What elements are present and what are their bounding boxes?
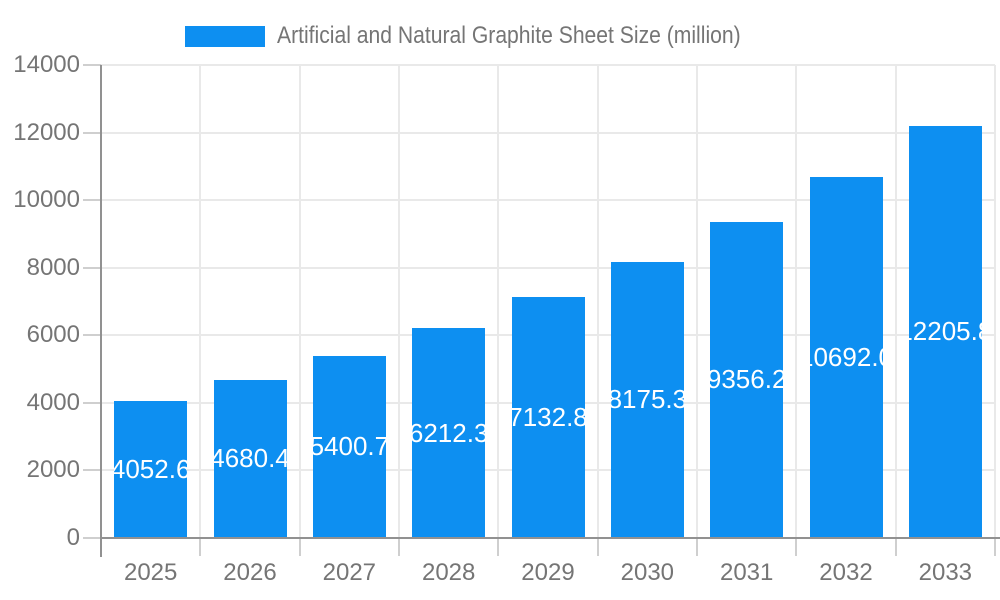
x-axis-label: 2026 bbox=[223, 559, 277, 586]
x-tick bbox=[795, 538, 798, 556]
bar-value-label: 5400.7 bbox=[312, 431, 386, 462]
v-gridline bbox=[994, 65, 996, 538]
x-tick bbox=[596, 538, 599, 556]
y-tick bbox=[83, 266, 101, 269]
bar-value-label: 7132.8 bbox=[511, 401, 585, 432]
y-axis-label: 8000 bbox=[26, 253, 80, 281]
x-axis-label: 2030 bbox=[620, 559, 675, 586]
y-axis-label: 0 bbox=[66, 524, 80, 551]
v-gridline bbox=[398, 65, 400, 538]
y-axis-label: 2000 bbox=[26, 456, 80, 484]
x-tick bbox=[994, 538, 996, 556]
bar: 7132.8 bbox=[511, 297, 585, 538]
y-tick bbox=[83, 334, 101, 337]
bar-value-label: 6212.3 bbox=[412, 417, 486, 448]
x-axis-label: 2025 bbox=[123, 559, 178, 586]
x-tick bbox=[298, 538, 301, 556]
y-tick bbox=[83, 199, 101, 202]
y-tick bbox=[83, 401, 101, 404]
bar: 12205.8 bbox=[908, 125, 982, 538]
bar: 8175.3 bbox=[610, 261, 684, 538]
v-gridline bbox=[795, 65, 798, 538]
h-gridline bbox=[101, 64, 995, 66]
x-axis-label: 2031 bbox=[719, 559, 774, 586]
h-gridline bbox=[101, 131, 995, 134]
x-tick bbox=[497, 538, 500, 556]
bar: 4052.6 bbox=[114, 401, 188, 538]
x-axis-label: 2032 bbox=[819, 559, 873, 586]
x-tick bbox=[398, 538, 400, 556]
x-tick bbox=[199, 538, 202, 556]
bar: 4680.4 bbox=[213, 379, 287, 538]
h-gridline bbox=[101, 199, 995, 202]
v-gridline bbox=[696, 65, 698, 538]
h-gridline bbox=[101, 266, 995, 269]
v-gridline bbox=[298, 65, 301, 538]
y-axis-label: 12000 bbox=[13, 118, 80, 146]
y-axis-line bbox=[100, 65, 102, 557]
bar-value-label: 12205.8 bbox=[909, 316, 982, 347]
bar-value-label: 4680.4 bbox=[213, 443, 287, 474]
bar-value-label: 8175.3 bbox=[610, 384, 684, 415]
x-axis-line bbox=[101, 537, 1000, 539]
v-gridline bbox=[596, 65, 599, 538]
y-tick bbox=[83, 64, 101, 66]
x-axis-label: 2033 bbox=[918, 559, 973, 586]
legend-label: Artificial and Natural Graphite Sheet Si… bbox=[277, 22, 741, 49]
bar: 5400.7 bbox=[312, 355, 386, 538]
bar: 6212.3 bbox=[412, 328, 486, 538]
x-axis-label: 2027 bbox=[322, 559, 377, 586]
bar-value-label: 4052.6 bbox=[114, 454, 188, 485]
x-axis-label: 2029 bbox=[521, 559, 575, 586]
legend-swatch bbox=[185, 25, 265, 47]
x-tick bbox=[894, 538, 897, 556]
y-axis-label: 10000 bbox=[13, 186, 80, 214]
y-tick bbox=[83, 131, 101, 134]
chart-legend: Artificial and Natural Graphite Sheet Si… bbox=[185, 22, 804, 50]
y-axis-label: 4000 bbox=[26, 388, 80, 416]
x-tick bbox=[696, 538, 698, 556]
y-tick bbox=[83, 469, 101, 472]
y-axis-label: 6000 bbox=[26, 321, 80, 349]
x-axis-label: 2028 bbox=[421, 559, 476, 586]
v-gridline bbox=[894, 65, 897, 538]
y-axis-label: 14000 bbox=[13, 51, 80, 78]
v-gridline bbox=[199, 65, 202, 538]
bar: 9356.2 bbox=[710, 221, 784, 538]
bar-value-label: 9356.2 bbox=[710, 364, 784, 395]
y-tick bbox=[83, 537, 101, 539]
v-gridline bbox=[497, 65, 500, 538]
